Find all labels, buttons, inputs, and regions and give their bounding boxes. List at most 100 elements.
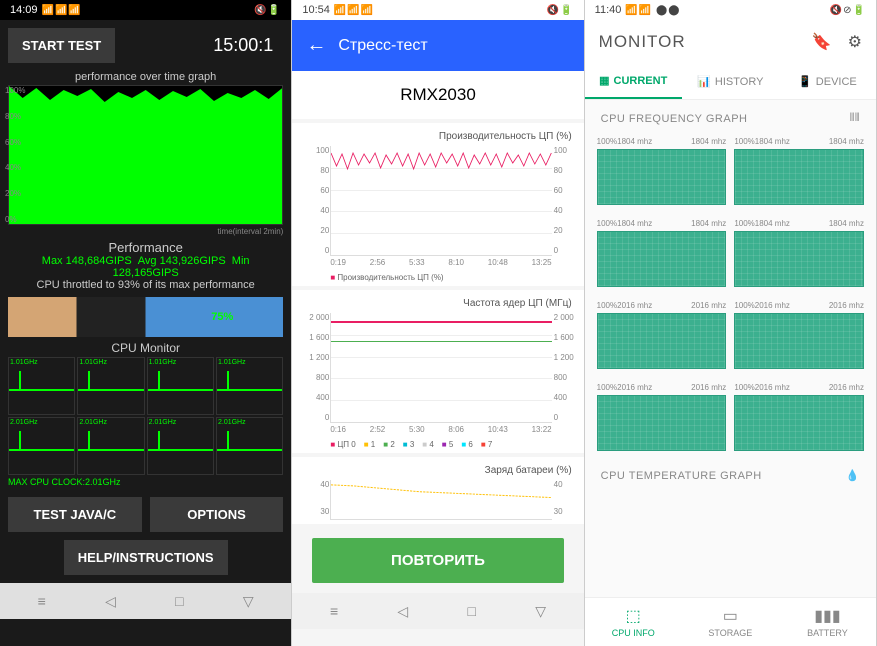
freq-graph-box [597, 313, 727, 369]
cpu-icon: ⬚ [589, 606, 678, 626]
legend-perf: Производительность ЦП (%) [330, 273, 443, 282]
back-arrow-icon[interactable]: ← [306, 34, 326, 57]
cpu-monitor-grid: 1.01GHz 1.01GHz 1.01GHz 1.01GHz 2.01GHz … [8, 357, 283, 475]
signal-icons: 📶📶 ⬤⬤ [625, 5, 680, 16]
tab-device[interactable]: 📱DEVICE [779, 64, 876, 99]
cpu-performance-chart: Производительность ЦП (%) 100806040200 1… [292, 123, 583, 286]
cpu-throttle-app: 14:09 📶📶📶 🔇🔋 START TEST 15:00:1 performan… [0, 0, 292, 646]
cpu-freq-grid: 100%1804 mhz1804 mhz100%1804 mhz1804 mhz… [585, 137, 876, 457]
cpu-freq-cell-6: 100%2016 mhz2016 mhz [597, 383, 727, 451]
grid-icon: ▦ [599, 74, 609, 87]
freq-graph-box [597, 395, 727, 451]
stress-test-app: 10:54📶📶📶 🔇🔋 ← Стресс-тест RMX2030 Произв… [292, 0, 584, 646]
freq-graph-box [734, 313, 864, 369]
battery-icon: 🔇🔋 [254, 5, 281, 16]
help-button[interactable]: HELP/INSTRUCTIONS [64, 540, 228, 575]
perf-heading: Performance [8, 240, 283, 255]
back-icon[interactable]: ◁ [397, 603, 408, 620]
storage-icon: ▭ [686, 606, 775, 626]
tab-bar: ▦CURRENT 📊HISTORY 📱DEVICE [585, 64, 876, 100]
nav-storage[interactable]: ▭STORAGE [682, 598, 779, 646]
cpu-frequency-chart: Частота ядер ЦП (МГц) 2 0001 6001 200800… [292, 290, 583, 453]
start-test-button[interactable]: START TEST [8, 28, 115, 63]
clock: 10:54 [302, 4, 330, 16]
freq-graph-box [597, 149, 727, 205]
app-header: MONITOR 🔖 ⚙ [585, 20, 876, 64]
throttle-text: CPU throttled to 93% of its max performa… [8, 279, 283, 291]
freq-graph-box [734, 231, 864, 287]
tab-current[interactable]: ▦CURRENT [585, 64, 682, 99]
menu-icon[interactable]: ▽ [243, 593, 254, 610]
device-name: RMX2030 [292, 71, 583, 119]
nav-battery[interactable]: ▮▮▮BATTERY [779, 598, 876, 646]
cpu-core-5: 2.01GHz [77, 417, 144, 475]
gear-icon[interactable]: ⚙ [848, 32, 862, 52]
recent-apps-icon[interactable]: ≡ [330, 603, 338, 619]
back-icon[interactable]: ◁ [105, 593, 116, 610]
ad-banner[interactable]: 75% [8, 297, 283, 337]
perf-stats: Performance Max 148,684GIPS Avg 143,926G… [0, 236, 291, 295]
status-bar: 10:54📶📶📶 🔇🔋 [292, 0, 583, 20]
freq-graph-box [734, 395, 864, 451]
signal-icons: 📶📶📶 [42, 5, 82, 16]
bookmark-icon[interactable]: 🔖 [812, 32, 832, 52]
cpu-freq-cell-2: 100%1804 mhz1804 mhz [597, 219, 727, 287]
device-icon: 📱 [798, 75, 812, 88]
status-bar: 11:40📶📶 ⬤⬤ 🔇⊘🔋 [585, 0, 876, 20]
max-clock-label: MAX CPU CLOCK:2.01GHz [8, 477, 283, 487]
repeat-button[interactable]: ПОВТОРИТЬ [312, 538, 563, 583]
timer-display: 15:00:1 [213, 35, 283, 56]
header-row: START TEST 15:00:1 [0, 20, 291, 71]
battery-chart: Заряд батареи (%) 4030 4030 [292, 457, 583, 524]
cpu-core-3: 1.01GHz [216, 357, 283, 415]
signal-icons: 📶📶📶 [334, 5, 374, 16]
chart1-label: Производительность ЦП (%) [304, 131, 571, 142]
freq-graph-box [597, 231, 727, 287]
app-title: MONITOR [599, 32, 686, 52]
cpu-core-6: 2.01GHz [147, 417, 214, 475]
nav-cpu[interactable]: ⬚CPU INFO [585, 598, 682, 646]
battery-icon: 🔇⊘🔋 [830, 5, 866, 16]
performance-graph: 100%80%60%40%20%0% [8, 85, 283, 225]
home-icon[interactable]: □ [467, 603, 475, 619]
bottom-nav: ⬚CPU INFO ▭STORAGE ▮▮▮BATTERY [585, 597, 876, 646]
test-java-button[interactable]: TEST JAVA/C [8, 497, 142, 532]
cpu-monitor-title: CPU Monitor [0, 339, 291, 357]
battery-nav-icon: ▮▮▮ [783, 606, 872, 626]
android-navbar: ≡ ◁ □ ▽ [292, 593, 583, 629]
app-header: ← Стресс-тест [292, 20, 583, 71]
perf-graph-title: performance over time graph [0, 71, 291, 83]
chart3-label: Заряд батареи (%) [304, 465, 571, 476]
cpu-core-4: 2.01GHz [8, 417, 75, 475]
monitor-app: 11:40📶📶 ⬤⬤ 🔇⊘🔋 MONITOR 🔖 ⚙ ▦CURRENT 📊HIS… [585, 0, 877, 646]
equalizer-icon[interactable]: ⫴⫴ [850, 112, 860, 125]
cpu-freq-cell-5: 100%2016 mhz2016 mhz [734, 301, 864, 369]
chart2-label: Частота ядер ЦП (МГц) [304, 298, 571, 309]
freq-section-title: CPU FREQUENCY GRAPH ⫴⫴ [585, 100, 876, 137]
cpu-freq-cell-0: 100%1804 mhz1804 mhz [597, 137, 727, 205]
drop-icon[interactable]: 💧 [846, 469, 860, 482]
cpu-freq-cell-1: 100%1804 mhz1804 mhz [734, 137, 864, 205]
cpu-freq-cell-7: 100%2016 mhz2016 mhz [734, 383, 864, 451]
cpu-freq-cell-3: 100%1804 mhz1804 mhz [734, 219, 864, 287]
header-title: Стресс-тест [338, 37, 427, 55]
android-navbar: ≡ ◁ □ ▽ [0, 583, 291, 619]
time-axis-label: time(interval 2min) [8, 227, 283, 236]
tab-history[interactable]: 📊HISTORY [682, 64, 779, 99]
cpu-core-2: 1.01GHz [147, 357, 214, 415]
temp-section-title: CPU TEMPERATURE GRAPH 💧 [585, 457, 876, 494]
recent-apps-icon[interactable]: ≡ [38, 593, 46, 609]
menu-icon[interactable]: ▽ [535, 603, 546, 620]
cpu-core-1: 1.01GHz [77, 357, 144, 415]
y-axis-labels: 100%80%60%40%20%0% [5, 86, 25, 224]
cpu-freq-cell-4: 100%2016 mhz2016 mhz [597, 301, 727, 369]
freq-graph-box [734, 149, 864, 205]
cpu-core-0: 1.01GHz [8, 357, 75, 415]
home-icon[interactable]: □ [175, 593, 183, 609]
clock: 14:09 [10, 4, 38, 16]
cpu-core-7: 2.01GHz [216, 417, 283, 475]
status-bar: 14:09 📶📶📶 🔇🔋 [0, 0, 291, 20]
bars-icon: 📊 [697, 75, 711, 88]
options-button[interactable]: OPTIONS [150, 497, 284, 532]
clock: 11:40 [595, 4, 622, 16]
